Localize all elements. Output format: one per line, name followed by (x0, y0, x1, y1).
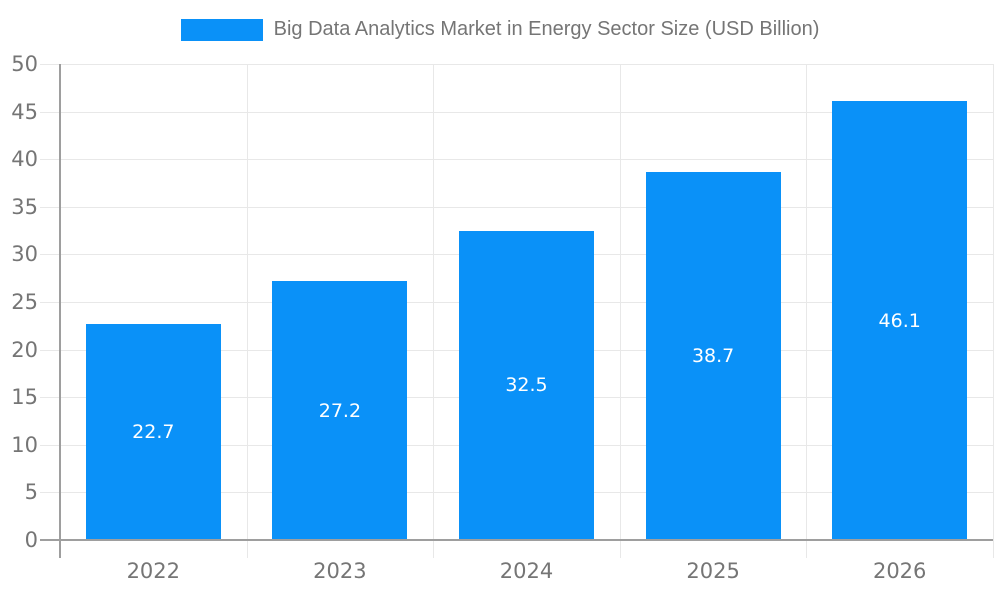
gridline-vertical (620, 64, 621, 558)
gridline-vertical (247, 64, 248, 558)
bar (459, 230, 594, 540)
bar (832, 101, 968, 540)
chart-legend: Big Data Analytics Market in Energy Sect… (0, 18, 1000, 41)
gridline-horizontal (40, 112, 993, 113)
chart-title: Big Data Analytics Market in Energy Sect… (273, 18, 820, 40)
x-axis-tick-label: 2024 (499, 559, 554, 583)
y-axis-tick-label: 30 (11, 242, 38, 266)
legend-swatch (180, 18, 263, 41)
gridline-vertical (433, 64, 434, 558)
bar-value-label: 38.7 (691, 344, 735, 367)
y-axis-tick-label: 40 (11, 147, 38, 171)
bar-value-label: 46.1 (878, 309, 921, 332)
x-axis-line (40, 539, 993, 541)
y-axis-tick-label: 50 (11, 52, 38, 76)
y-axis-line (59, 64, 61, 558)
y-axis-tick-label: 15 (11, 385, 38, 409)
gridline-vertical (806, 64, 807, 558)
bar-value-label: 22.7 (132, 420, 175, 443)
y-axis-tick-label: 0 (24, 528, 38, 552)
bar-value-label: 32.5 (505, 374, 548, 397)
x-axis-tick-label: 2025 (686, 559, 740, 583)
y-axis-tick-label: 20 (11, 338, 38, 362)
y-axis-tick-label: 25 (11, 290, 38, 314)
x-axis-tick-label: 2023 (313, 559, 367, 583)
y-axis-tick-label: 5 (24, 480, 38, 504)
gridline-vertical (993, 64, 994, 558)
y-axis-tick-label: 45 (11, 100, 38, 124)
y-axis-tick-label: 35 (11, 195, 38, 219)
x-axis-tick-label: 2022 (126, 559, 181, 583)
bar-value-label: 27.2 (318, 399, 362, 422)
gridline-horizontal (40, 207, 993, 208)
bar (272, 281, 408, 540)
x-axis-tick-label: 2026 (872, 559, 927, 583)
y-axis-tick-label: 10 (11, 433, 38, 457)
gridline-horizontal (40, 159, 993, 160)
gridline-horizontal (40, 64, 993, 65)
bar (85, 323, 221, 540)
bar (645, 171, 781, 540)
